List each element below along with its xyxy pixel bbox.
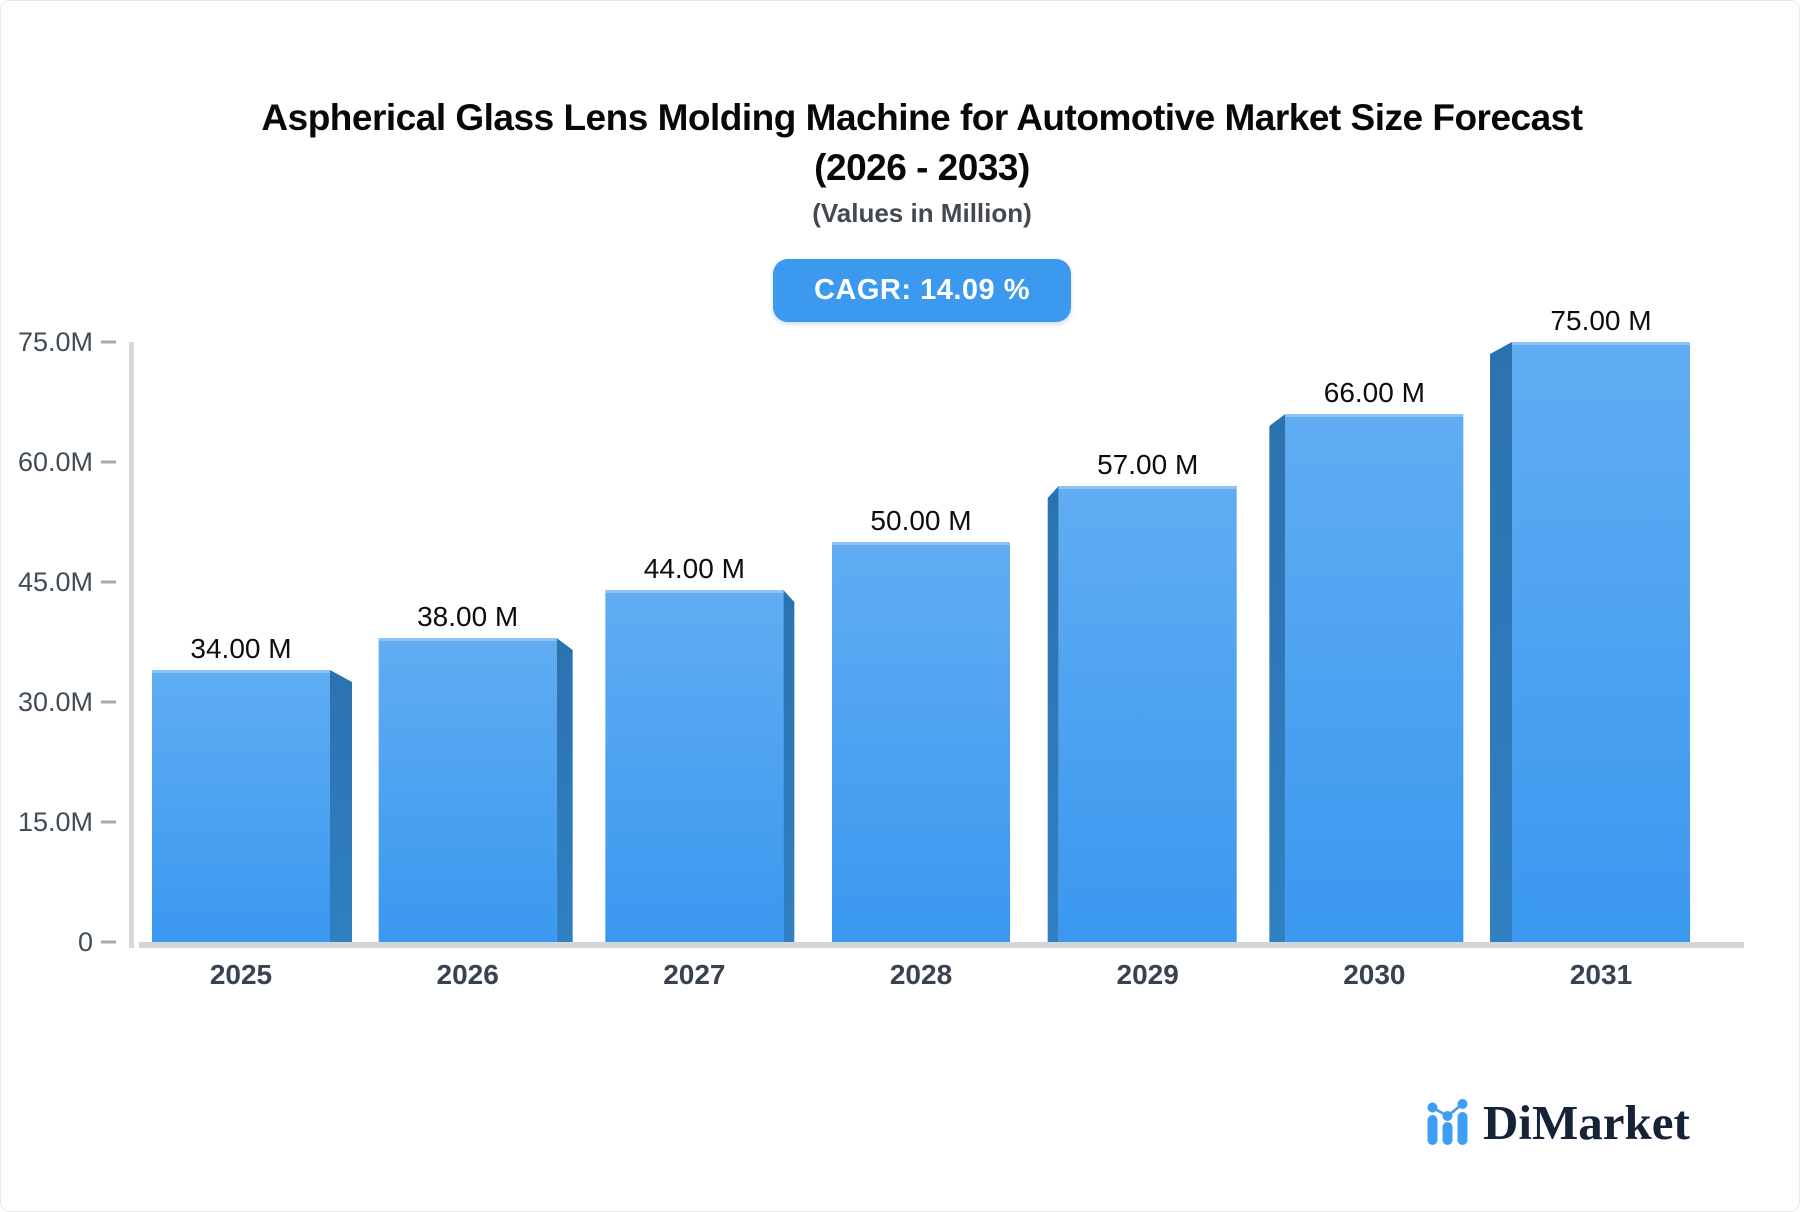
x-category-label: 2027 <box>663 959 725 990</box>
x-category-label: 2026 <box>437 959 499 990</box>
bar-side-face <box>556 638 573 942</box>
y-tick-label: 75.0M <box>18 327 93 357</box>
x-category-label: 2030 <box>1343 959 1405 990</box>
bar <box>152 670 330 942</box>
bar-top-edge <box>605 590 784 593</box>
y-tick-label: 30.0M <box>18 687 93 717</box>
bar-top-edge <box>1058 486 1237 489</box>
y-tick-mark <box>101 460 116 464</box>
cagr-badge: CAGR: 14.09 % <box>772 259 1071 322</box>
bar-value-label: 75.00 M <box>1550 305 1651 336</box>
y-tick-mark <box>101 700 116 704</box>
bar-side-face <box>783 590 795 942</box>
chart-subtitle: (Values in Million) <box>812 198 1032 228</box>
bar-side-face <box>1047 486 1059 942</box>
bar <box>378 638 557 942</box>
bar <box>605 590 784 942</box>
bar-top-edge <box>1512 342 1691 345</box>
bar-value-label: 34.00 M <box>190 633 291 664</box>
x-category-label: 2029 <box>1117 959 1179 990</box>
bar-value-label: 50.00 M <box>870 505 971 536</box>
bar-side-face <box>1490 342 1513 942</box>
x-axis-line <box>139 942 1744 948</box>
badge-row: CAGR: 14.09 % <box>23 259 1799 322</box>
page-title: Aspherical Glass Lens Molding Machine fo… <box>261 97 1583 138</box>
bar <box>1285 414 1464 942</box>
bar-top-edge <box>152 670 330 673</box>
x-category-label: 2031 <box>1570 959 1632 990</box>
bar <box>1512 342 1691 942</box>
page-title-years: (2026 - 2033) <box>814 147 1030 188</box>
bar <box>1058 486 1237 942</box>
y-tick-mark <box>101 940 116 944</box>
y-axis-line <box>129 342 134 948</box>
x-category-label: 2025 <box>210 959 272 990</box>
y-tick-mark <box>101 340 116 344</box>
bar-value-label: 66.00 M <box>1324 377 1425 408</box>
y-tick-mark <box>101 580 116 584</box>
bar-value-label: 44.00 M <box>644 553 745 584</box>
x-category-label: 2028 <box>890 959 952 990</box>
bar-top-edge <box>1285 414 1464 417</box>
dimarket-logo: DiMarket <box>1422 1091 1690 1153</box>
bar <box>832 542 1011 942</box>
y-tick-label: 15.0M <box>18 807 93 837</box>
dimarket-logo-icon <box>1427 1099 1468 1145</box>
y-tick-label: 0 <box>78 927 93 957</box>
bar-value-label: 57.00 M <box>1097 449 1198 480</box>
bar-side-face <box>1269 414 1286 942</box>
y-tick-label: 45.0M <box>18 567 93 597</box>
dimarket-logo-text: DiMarket <box>1483 1094 1690 1150</box>
y-tick-mark <box>101 820 116 824</box>
bar-side-face <box>330 670 352 942</box>
y-tick-label: 60.0M <box>18 447 93 477</box>
bar-value-label: 38.00 M <box>417 601 518 632</box>
bar-top-edge <box>378 638 557 641</box>
bar-top-edge <box>832 542 1011 545</box>
